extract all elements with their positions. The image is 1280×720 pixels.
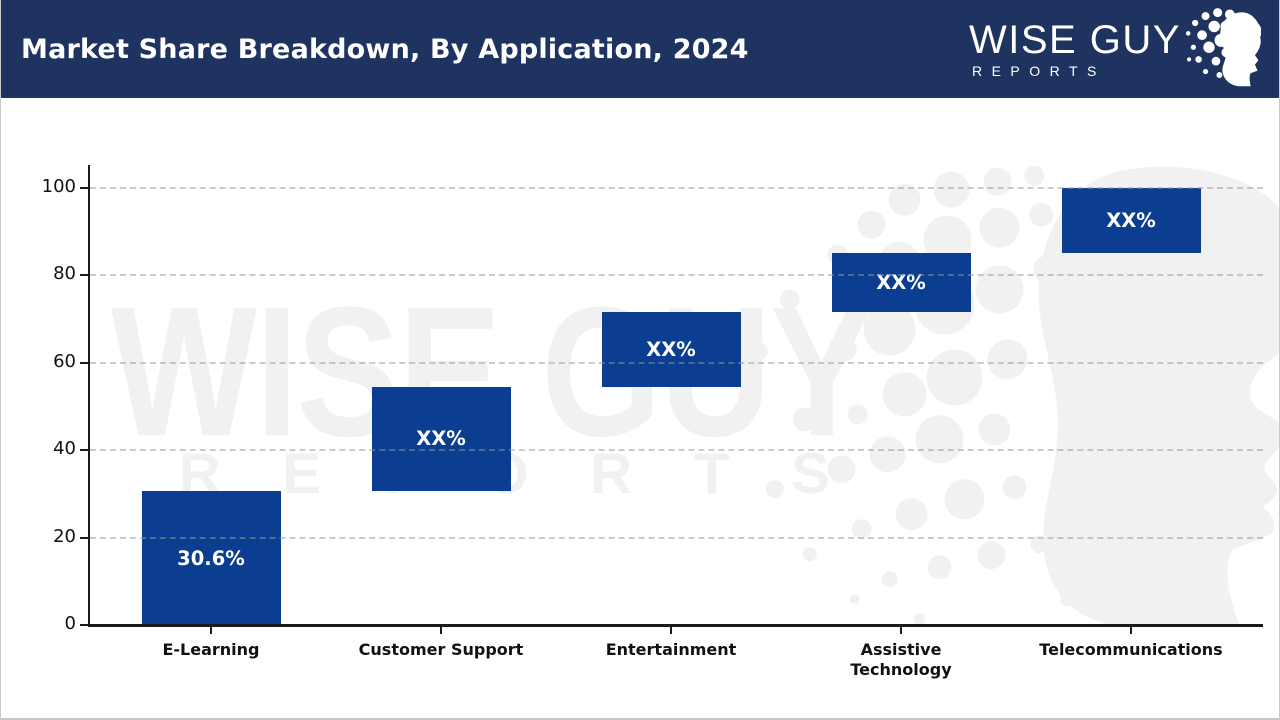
y-tick-mark <box>80 274 88 276</box>
x-axis-line <box>88 624 1263 627</box>
y-tick-label: 60 <box>53 350 76 372</box>
logo-subtitle: REPORTS <box>971 62 1106 79</box>
bar: XX% <box>601 312 741 387</box>
y-tick-label: 100 <box>41 175 76 197</box>
logo-wordmark: WISE GUY <box>968 17 1181 62</box>
gridline <box>90 274 1263 276</box>
bar: XX% <box>831 253 971 313</box>
x-tick-mark <box>1130 627 1132 634</box>
x-tick-mark <box>670 627 672 634</box>
bar: 30.6% <box>141 491 281 625</box>
gridline <box>90 361 1263 364</box>
y-axis-line <box>88 165 90 627</box>
x-tick-label: Assistive Technology <box>850 640 952 679</box>
bar: XX% <box>371 386 511 492</box>
logo-head-icon <box>1185 8 1261 87</box>
wiseguy-logo: WISE GUY REPORTS <box>969 5 1261 93</box>
gridline <box>90 536 1263 539</box>
bar-value-label: XX% <box>1106 208 1156 232</box>
bar: XX% <box>1061 187 1201 254</box>
x-tick-mark <box>900 627 902 634</box>
header: Market Share Breakdown, By Application, … <box>1 0 1279 98</box>
y-tick-label: 0 <box>64 613 76 634</box>
y-tick-label: 20 <box>53 525 76 547</box>
y-tick-mark <box>80 624 88 626</box>
gridline <box>90 186 1263 189</box>
y-tick-mark <box>80 449 88 451</box>
x-tick-mark <box>440 627 442 634</box>
y-tick-label: 40 <box>53 438 76 459</box>
page-title: Market Share Breakdown, By Application, … <box>21 33 749 65</box>
x-tick-label: Telecommunications <box>1039 640 1223 659</box>
y-tick-mark <box>80 186 88 189</box>
bar-value-label: XX% <box>646 337 696 361</box>
bar-value-label: 30.6% <box>177 546 245 570</box>
y-tick-label: 80 <box>53 263 76 284</box>
x-tick-label: E-Learning <box>162 640 260 659</box>
y-tick-mark <box>80 536 88 539</box>
x-tick-label: Entertainment <box>605 640 737 659</box>
x-tick-label: Customer Support <box>358 640 524 659</box>
gridline <box>90 449 1263 451</box>
logo-text: WISE GUY REPORTS <box>969 20 1181 79</box>
bar-value-label: XX% <box>416 427 466 451</box>
x-tick-mark <box>210 627 212 634</box>
y-tick-mark <box>80 361 88 364</box>
